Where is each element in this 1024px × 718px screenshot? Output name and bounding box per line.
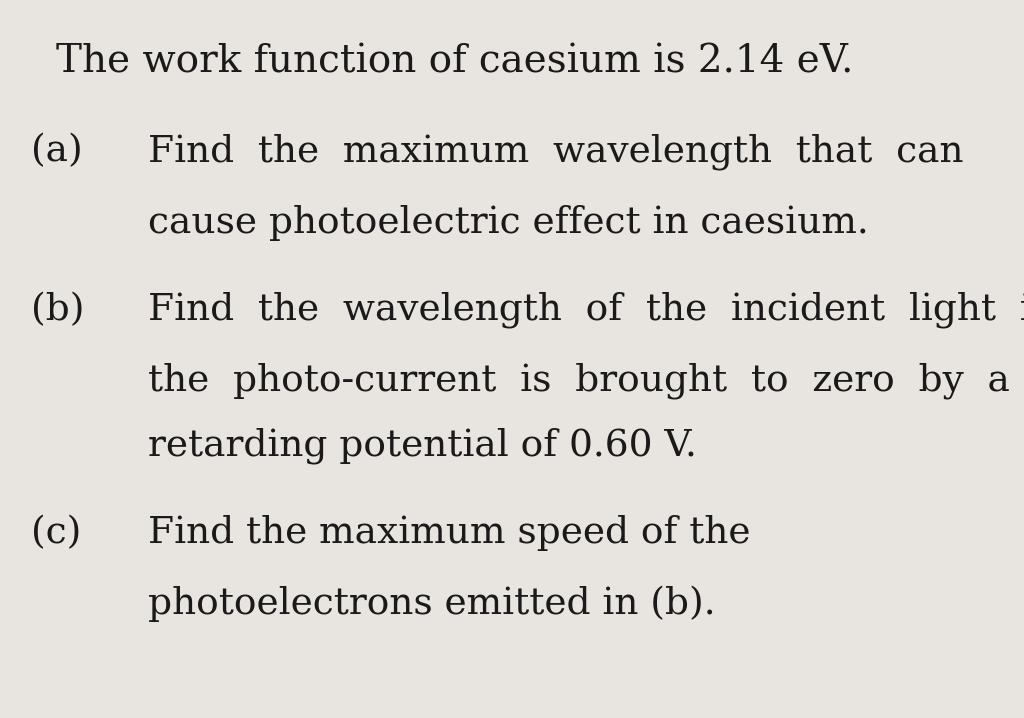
Text: retarding potential of 0.60 V.: retarding potential of 0.60 V. bbox=[148, 428, 697, 464]
Text: cause photoelectric effect in caesium.: cause photoelectric effect in caesium. bbox=[148, 205, 869, 241]
Text: The work function of caesium is 2.14 eV.: The work function of caesium is 2.14 eV. bbox=[56, 43, 854, 80]
Text: (c): (c) bbox=[31, 515, 81, 551]
Text: photoelectrons emitted in (b).: photoelectrons emitted in (b). bbox=[148, 586, 716, 623]
Text: (a): (a) bbox=[31, 134, 83, 169]
Text: (b): (b) bbox=[31, 292, 84, 328]
Text: Find  the  wavelength  of  the  incident  light  if: Find the wavelength of the incident ligh… bbox=[148, 292, 1024, 328]
Text: Find  the  maximum  wavelength  that  can: Find the maximum wavelength that can bbox=[148, 134, 964, 170]
Text: the  photo-current  is  brought  to  zero  by  a: the photo-current is brought to zero by … bbox=[148, 363, 1011, 399]
Text: Find the maximum speed of the: Find the maximum speed of the bbox=[148, 515, 751, 551]
